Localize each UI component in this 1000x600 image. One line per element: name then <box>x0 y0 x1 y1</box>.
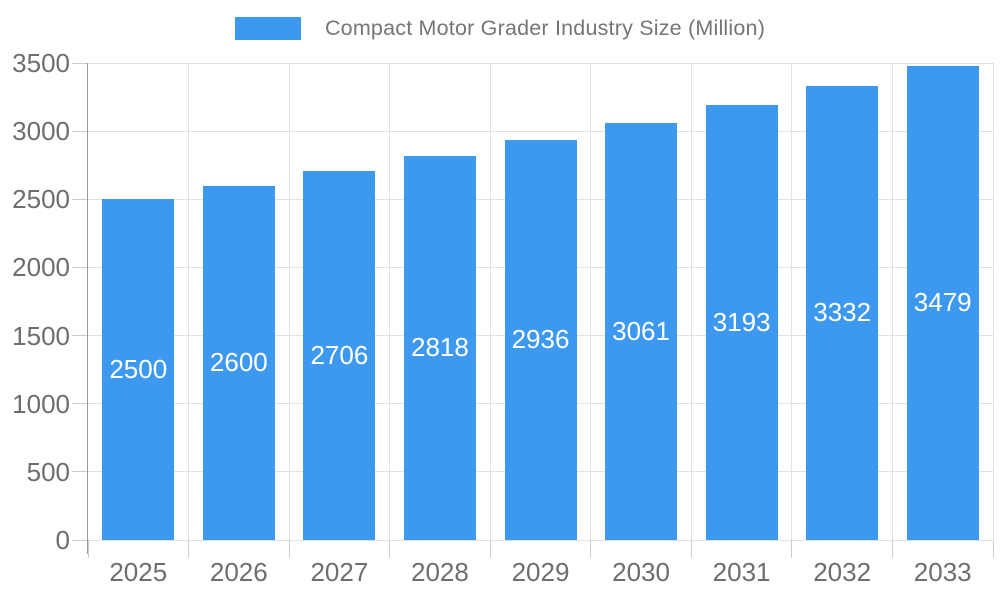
x-axis-label: 2032 <box>813 557 872 587</box>
bar-value-label: 3332 <box>813 297 872 328</box>
x-tick <box>590 540 592 558</box>
y-axis-label: 500 <box>26 456 70 487</box>
x-tick <box>992 540 994 558</box>
x-tick <box>791 540 793 558</box>
v-gridline <box>489 63 491 540</box>
x-tick <box>389 540 391 558</box>
legend: Compact Motor Grader Industry Size (Mill… <box>0 16 1000 41</box>
h-gridline <box>88 539 993 541</box>
bar: 3193 <box>705 104 778 540</box>
x-axis-label: 2031 <box>712 557 771 587</box>
x-tick <box>891 540 893 558</box>
y-axis-label: 1500 <box>12 320 70 351</box>
x-tick <box>690 540 692 558</box>
v-gridline <box>590 63 592 540</box>
v-gridline <box>891 63 893 540</box>
y-tick <box>72 403 88 405</box>
y-axis-label: 1000 <box>12 388 70 419</box>
bar: 2500 <box>102 199 175 540</box>
bar-value-label: 3479 <box>913 287 972 318</box>
y-axis-label: 2500 <box>12 184 70 215</box>
bar-value-label: 2936 <box>511 324 570 355</box>
legend-label: Compact Motor Grader Industry Size (Mill… <box>324 16 766 40</box>
x-axis-label: 2030 <box>612 557 670 587</box>
y-tick <box>72 198 88 200</box>
v-gridline <box>288 63 290 540</box>
bar: 2936 <box>504 139 577 540</box>
y-axis-label: 3500 <box>12 48 70 78</box>
x-tick <box>87 540 89 558</box>
h-gridline <box>88 62 993 64</box>
y-tick <box>72 471 88 473</box>
y-tick <box>72 62 88 64</box>
x-axis-label: 2027 <box>310 557 369 587</box>
x-axis-label: 2029 <box>511 557 570 587</box>
legend-swatch <box>234 17 301 40</box>
y-tick <box>72 335 88 337</box>
bar-value-label: 2500 <box>109 354 168 385</box>
bar-value-label: 2818 <box>411 332 469 363</box>
bar: 2600 <box>202 185 275 540</box>
bar-value-label: 3193 <box>712 306 771 337</box>
bar: 3061 <box>605 122 678 540</box>
x-tick <box>288 540 290 558</box>
v-gridline <box>389 63 391 540</box>
x-axis-label: 2033 <box>913 557 972 587</box>
y-tick <box>72 130 88 132</box>
x-axis-label: 2028 <box>411 557 469 587</box>
y-axis-label: 0 <box>55 525 70 555</box>
y-axis-line <box>87 63 88 554</box>
bar: 3332 <box>806 85 879 540</box>
v-gridline <box>188 63 190 540</box>
bar-value-label: 2600 <box>209 347 268 378</box>
bar: 3479 <box>906 65 979 540</box>
bar-value-label: 2706 <box>310 340 369 371</box>
x-axis-label: 2025 <box>109 557 168 587</box>
bar: 2706 <box>303 171 376 540</box>
x-tick <box>188 540 190 558</box>
x-axis-label: 2026 <box>209 557 268 587</box>
h-gridline <box>88 130 993 132</box>
y-tick <box>72 539 88 541</box>
y-axis-label: 2000 <box>12 252 70 283</box>
y-axis-label: 3000 <box>12 116 70 147</box>
v-gridline <box>690 63 692 540</box>
x-tick <box>489 540 491 558</box>
v-gridline <box>791 63 793 540</box>
y-tick <box>72 266 88 268</box>
v-gridline <box>992 63 994 540</box>
bar: 2818 <box>403 155 476 540</box>
bar-value-label: 3061 <box>612 315 670 346</box>
